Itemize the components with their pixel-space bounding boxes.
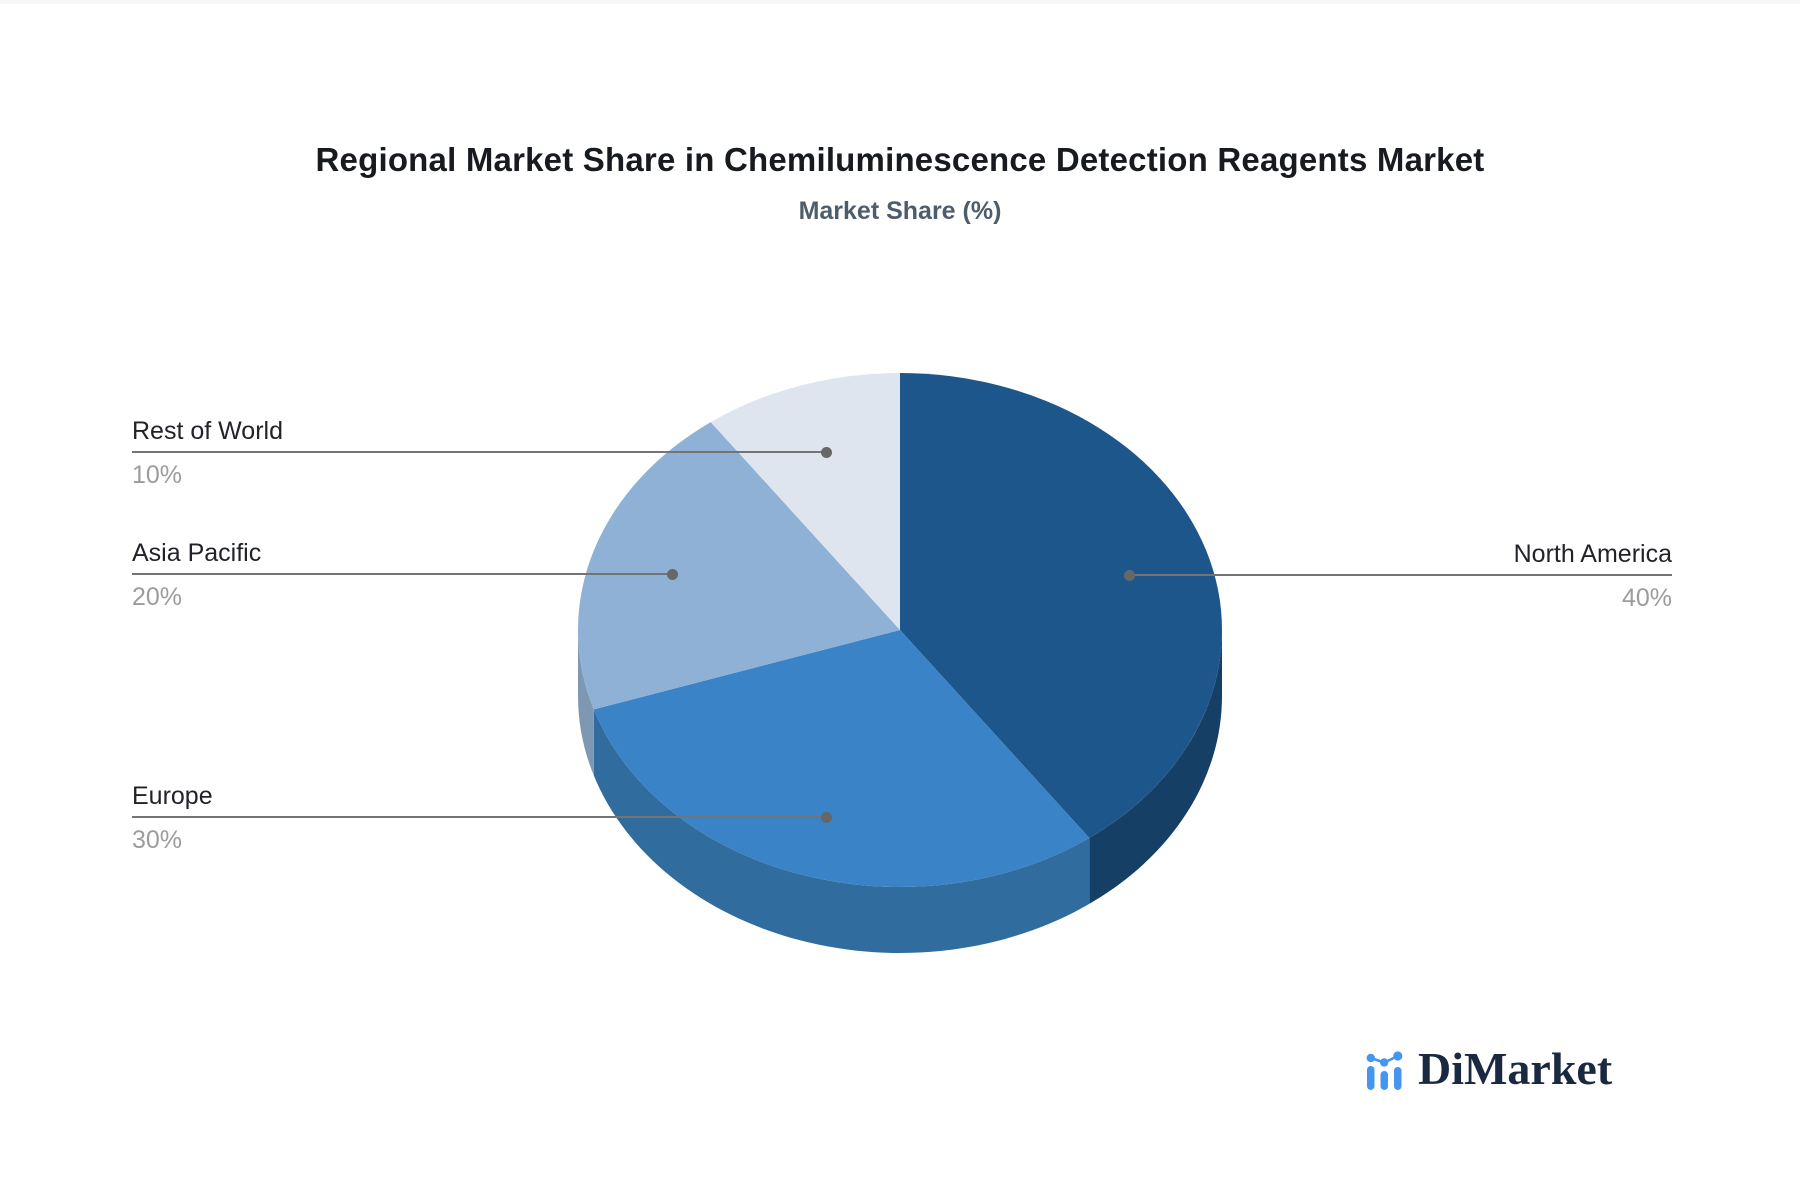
pie-slice-side-north-america bbox=[1089, 630, 1222, 904]
callout-value: 30% bbox=[132, 826, 183, 854]
pie-slice-side-europe bbox=[593, 709, 1090, 953]
pie-slice-side-asia-pacific bbox=[578, 630, 594, 776]
callout-anchor-dot bbox=[821, 447, 832, 458]
callout-label: Asia Pacific bbox=[132, 539, 262, 567]
chart-title: Regional Market Share in Chemiluminescen… bbox=[315, 141, 1485, 178]
callout-leader-line bbox=[132, 451, 827, 453]
pie-slice-north-america[interactable] bbox=[900, 373, 1222, 838]
callout-anchor-dot bbox=[1124, 570, 1135, 581]
callout-value: 20% bbox=[132, 583, 183, 611]
callout-leader-line bbox=[1129, 574, 1672, 576]
callout-leader-line bbox=[132, 573, 673, 575]
pie-slice-europe[interactable] bbox=[593, 630, 1090, 887]
callout-label: Rest of World bbox=[132, 417, 283, 445]
pie-slice-asia-pacific[interactable] bbox=[578, 422, 900, 710]
bar-line-chart-icon bbox=[1366, 1051, 1403, 1090]
callout-leader-line bbox=[132, 816, 827, 818]
chart-subtitle: Market Share (%) bbox=[798, 197, 1002, 225]
callout-anchor-dot bbox=[667, 569, 678, 580]
callout-label: Europe bbox=[132, 782, 213, 810]
callout-value: 10% bbox=[132, 461, 183, 489]
dimarket-logo-text: DiMarket bbox=[1418, 1043, 1613, 1094]
callout-value: 40% bbox=[1621, 584, 1672, 612]
top-edge-strip bbox=[0, 0, 1800, 4]
callout-label: North America bbox=[1513, 540, 1672, 568]
callout-anchor-dot bbox=[821, 812, 832, 823]
pie-slice-rest-of-world[interactable] bbox=[710, 373, 900, 630]
